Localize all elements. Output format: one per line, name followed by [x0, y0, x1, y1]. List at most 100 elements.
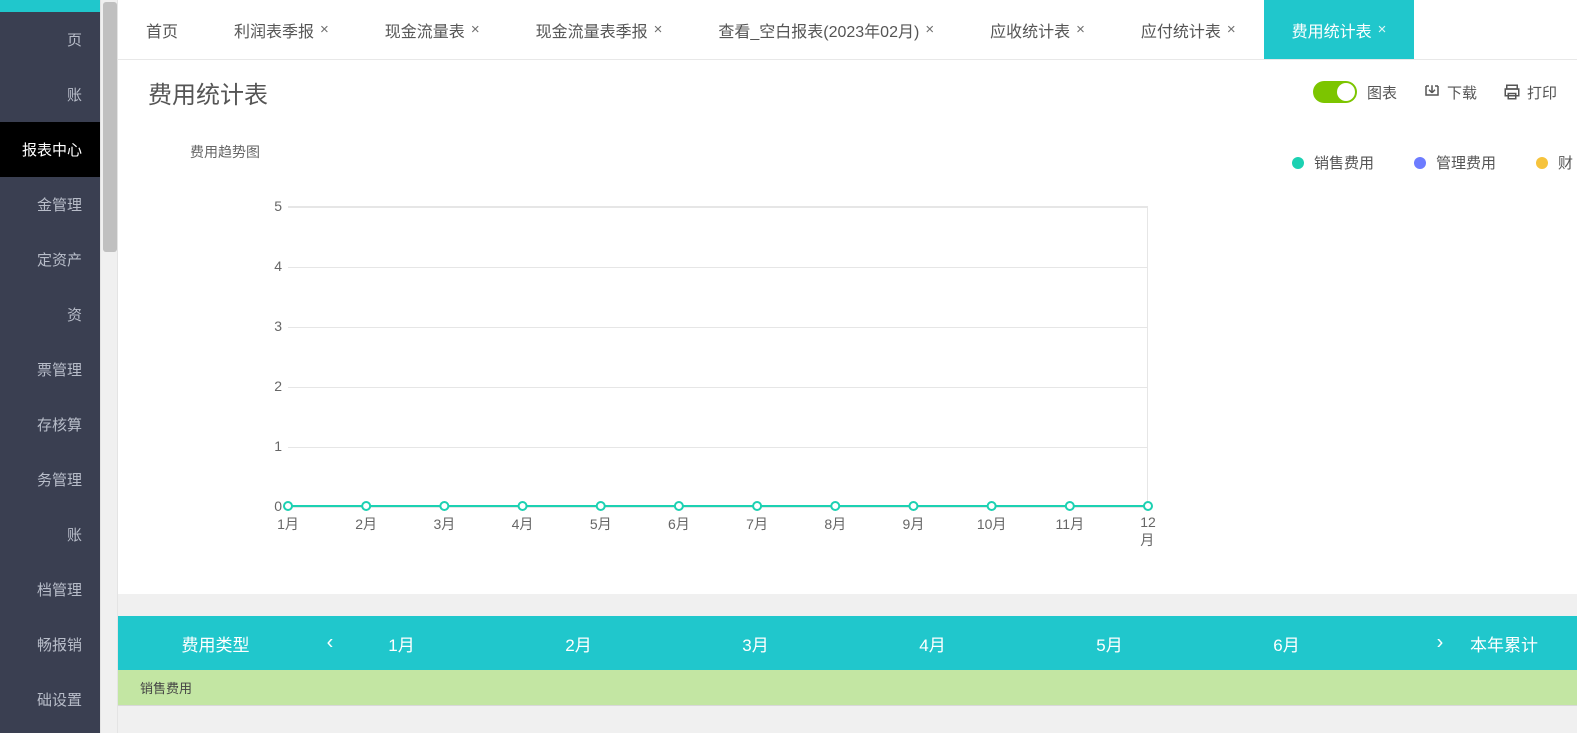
- chart-toggle[interactable]: [1313, 81, 1357, 103]
- tab-7[interactable]: 费用统计表 ×: [1264, 0, 1415, 59]
- topbar-accent: [0, 0, 100, 12]
- th-type: 费用类型: [118, 631, 313, 656]
- sidebar-item-2[interactable]: 报表中心: [0, 122, 100, 177]
- sidebar-item-8[interactable]: 务管理: [0, 452, 100, 507]
- sidebar-item-4[interactable]: 定资产: [0, 232, 100, 287]
- legend-dot: [1292, 157, 1304, 169]
- data-table: 费用类型 ‹ 1月2月3月4月5月6月 › 本年累计 销售费用: [118, 616, 1577, 706]
- gridline: [288, 507, 1147, 508]
- tab-6[interactable]: 应付统计表×: [1113, 0, 1264, 59]
- legend-item-1[interactable]: 管理费用: [1414, 152, 1496, 173]
- x-label: 8月: [824, 514, 846, 534]
- series-marker[interactable]: [597, 502, 605, 510]
- th-month-3: 4月: [844, 631, 1021, 656]
- close-icon[interactable]: ×: [471, 21, 480, 38]
- close-icon[interactable]: ×: [654, 21, 663, 38]
- scrollbar-vertical[interactable]: [100, 0, 118, 733]
- legend-item-0[interactable]: 销售费用: [1292, 152, 1374, 173]
- tab-bar: 首页利润表季报×现金流量表×现金流量表季报×查看_空白报表(2023年02月)×…: [118, 0, 1577, 60]
- download-icon: [1423, 83, 1441, 101]
- sidebar-item-3[interactable]: 金管理: [0, 177, 100, 232]
- series-marker[interactable]: [1144, 502, 1152, 510]
- tab-0[interactable]: 首页: [118, 0, 206, 59]
- table-row[interactable]: 销售费用: [118, 670, 1577, 706]
- td-type: 销售费用: [118, 678, 313, 697]
- print-icon: [1503, 83, 1521, 101]
- series-marker[interactable]: [362, 502, 370, 510]
- table-header-row: 费用类型 ‹ 1月2月3月4月5月6月 › 本年累计: [118, 616, 1577, 670]
- x-label: 5月: [590, 514, 612, 534]
- y-tick: 0: [258, 498, 282, 514]
- page-title: 费用统计表: [148, 75, 268, 110]
- th-month-2: 3月: [667, 631, 844, 656]
- sidebar-item-10[interactable]: 档管理: [0, 562, 100, 617]
- y-axis-ticks: 012345: [258, 206, 282, 506]
- chart-plot-area: 012345 1月2月3月4月5月6月7月8月9月10月11月12月: [288, 206, 1148, 506]
- tab-label: 现金流量表季报: [536, 18, 648, 42]
- series-marker[interactable]: [519, 502, 527, 510]
- tab-2[interactable]: 现金流量表 ×: [357, 0, 508, 59]
- sidebar-item-5[interactable]: 资: [0, 287, 100, 342]
- series-marker[interactable]: [753, 502, 761, 510]
- tab-label: 利润表季报: [234, 18, 314, 42]
- series-marker[interactable]: [909, 502, 917, 510]
- chart-toggle-label: 图表: [1367, 82, 1397, 103]
- tab-label: 费用统计表: [1292, 18, 1372, 42]
- tab-3[interactable]: 现金流量表季报 ×: [508, 0, 691, 59]
- tab-5[interactable]: 应收统计表 ×: [962, 0, 1113, 59]
- sidebar-item-11[interactable]: 畅报销: [0, 617, 100, 672]
- close-icon[interactable]: ×: [1227, 21, 1236, 38]
- sidebar-item-7[interactable]: 存核算: [0, 397, 100, 452]
- legend-label: 销售费用: [1314, 152, 1374, 173]
- x-label: 6月: [668, 514, 690, 534]
- legend-dot: [1414, 157, 1426, 169]
- series-marker[interactable]: [284, 502, 292, 510]
- legend-dot: [1536, 157, 1548, 169]
- series-marker[interactable]: [675, 502, 683, 510]
- table-prev-months[interactable]: ‹: [318, 632, 342, 655]
- tab-label: 应收统计表: [990, 18, 1070, 42]
- legend-label: 财: [1558, 152, 1573, 173]
- month-headers: 1月2月3月4月5月6月: [313, 631, 1375, 656]
- main-area: 首页利润表季报×现金流量表×现金流量表季报×查看_空白报表(2023年02月)×…: [118, 0, 1577, 733]
- download-button[interactable]: 下载: [1423, 82, 1477, 103]
- y-tick: 3: [258, 318, 282, 334]
- th-month-1: 2月: [490, 631, 667, 656]
- x-label: 1月: [277, 514, 299, 534]
- close-icon[interactable]: ×: [1378, 21, 1387, 38]
- print-label: 打印: [1527, 82, 1557, 103]
- series-marker[interactable]: [440, 502, 448, 510]
- sidebar-item-6[interactable]: 票管理: [0, 342, 100, 397]
- series-marker[interactable]: [1066, 502, 1074, 510]
- x-label: 12月: [1140, 514, 1156, 550]
- x-label: 10月: [977, 514, 1007, 534]
- sidebar-item-0[interactable]: 页: [0, 12, 100, 67]
- tab-label: 现金流量表: [385, 18, 465, 42]
- tab-1[interactable]: 利润表季报 ×: [206, 0, 357, 59]
- line-chart-svg: [288, 206, 1148, 506]
- x-label: 9月: [903, 514, 925, 534]
- y-tick: 2: [258, 378, 282, 394]
- close-icon[interactable]: ×: [925, 21, 934, 38]
- series-marker[interactable]: [831, 502, 839, 510]
- chart-toggle-wrap: 图表: [1313, 81, 1397, 103]
- download-label: 下载: [1447, 82, 1477, 103]
- close-icon[interactable]: ×: [1076, 21, 1085, 38]
- table-next-months[interactable]: ›: [1428, 632, 1452, 655]
- table-body: 销售费用: [118, 670, 1577, 706]
- sidebar-item-1[interactable]: 账: [0, 67, 100, 122]
- th-month-5: 6月: [1198, 631, 1375, 656]
- th-month-4: 5月: [1021, 631, 1198, 656]
- x-label: 3月: [433, 514, 455, 534]
- tab-4[interactable]: 查看_空白报表(2023年02月)×: [690, 0, 962, 59]
- x-label: 2月: [355, 514, 377, 534]
- y-tick: 5: [258, 198, 282, 214]
- close-icon[interactable]: ×: [320, 21, 329, 38]
- scrollbar-thumb[interactable]: [103, 2, 117, 252]
- page-header: 费用统计表 图表 下载 打印: [118, 60, 1577, 124]
- legend-item-2[interactable]: 财: [1536, 152, 1573, 173]
- sidebar-item-9[interactable]: 账: [0, 507, 100, 562]
- series-marker[interactable]: [988, 502, 996, 510]
- print-button[interactable]: 打印: [1503, 82, 1557, 103]
- sidebar-item-12[interactable]: 础设置: [0, 672, 100, 727]
